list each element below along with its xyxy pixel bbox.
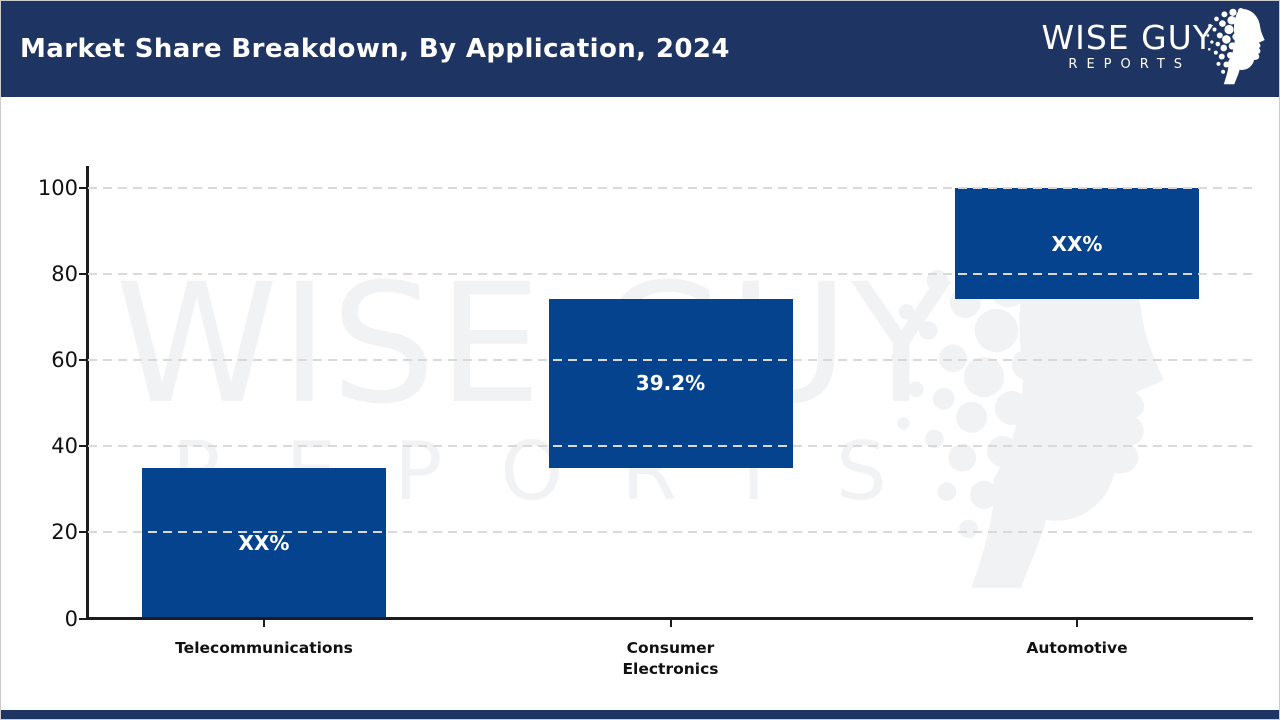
logo-wordmark: WISE GUY — [1041, 17, 1214, 57]
footer-bar — [0, 710, 1280, 720]
logo-reports-label: REPORTS — [1068, 57, 1192, 73]
gridline — [88, 273, 1253, 276]
x-axis-line — [86, 617, 1253, 620]
y-tick-mark — [79, 187, 87, 189]
y-tick-mark — [79, 617, 87, 620]
bar-telecommunications — [142, 467, 386, 619]
y-tick-mark — [79, 531, 87, 534]
x-category-label: Telecommunications — [175, 639, 353, 657]
bar-consumer-electronics — [548, 299, 793, 468]
y-tick-label: 80 — [51, 262, 78, 287]
y-tick-label: 60 — [51, 348, 78, 373]
bar-automotive — [955, 188, 1199, 300]
bar-value-label: XX% — [238, 531, 290, 556]
header-bar: Market Share Breakdown, By Application, … — [0, 0, 1280, 97]
logo-text: WISE GUY REPORTS — [1041, 17, 1214, 73]
bar-value-label: 39.2% — [635, 371, 706, 396]
gridline — [88, 359, 1253, 362]
gridline — [88, 531, 1253, 534]
y-tick-mark — [79, 445, 87, 448]
x-category-label: Consumer Electronics — [622, 639, 719, 678]
page-title: Market Share Breakdown, By Application, … — [20, 33, 730, 64]
gridline — [88, 187, 1253, 189]
y-tick-mark — [79, 359, 87, 362]
y-tick-label: 0 — [64, 606, 78, 631]
y-tick-label: 20 — [51, 520, 78, 545]
brand-logo: WISE GUY REPORTS — [1041, 6, 1266, 86]
x-category-label: Automotive — [1026, 639, 1128, 657]
x-tick-mark — [669, 619, 672, 627]
x-tick-mark — [263, 619, 265, 627]
bar-value-label: XX% — [1051, 231, 1103, 256]
watermark-wordmark: WISE GUY — [115, 248, 954, 440]
head-dots-logo-icon — [1206, 8, 1265, 85]
y-axis-line — [86, 166, 89, 619]
y-tick-label: 40 — [51, 434, 78, 459]
x-tick-mark — [1076, 619, 1078, 627]
y-tick-mark — [79, 273, 87, 276]
gridline — [88, 445, 1253, 448]
y-tick-label: 100 — [37, 176, 78, 200]
